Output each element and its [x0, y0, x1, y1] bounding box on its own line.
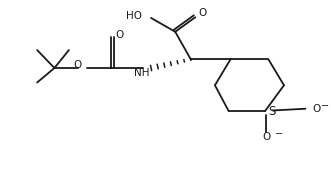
- Text: O: O: [116, 30, 124, 40]
- Text: −: −: [275, 129, 283, 139]
- Text: O: O: [313, 104, 321, 114]
- Text: O: O: [74, 60, 82, 70]
- Text: O: O: [199, 8, 207, 18]
- Text: O: O: [262, 132, 270, 142]
- Text: S: S: [268, 105, 275, 118]
- Text: NH: NH: [134, 68, 149, 78]
- Text: −: −: [321, 101, 329, 111]
- Text: HO: HO: [126, 11, 142, 21]
